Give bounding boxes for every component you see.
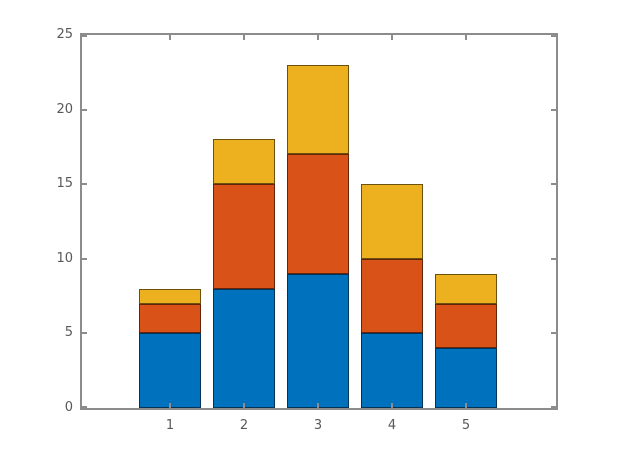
bar-5-middle-segment [435,303,497,349]
bar-1-bottom-segment [139,333,201,408]
bar-2-middle-segment [213,184,275,289]
bar-3-bottom-segment [287,273,349,408]
bar-2-bottom-segment [213,288,275,408]
y-tick-left [82,35,87,37]
x-tick-bottom [391,403,393,408]
y-tick-label: 5 [64,325,73,341]
y-tick-right [551,406,556,408]
y-tick-right [551,108,556,111]
bar-3-top-segment [287,64,349,155]
x-tick-label: 2 [239,418,249,433]
bar-1-middle-segment [139,303,201,334]
x-tick-label: 4 [387,418,397,433]
y-tick-label: 20 [56,101,73,117]
y-tick-left [82,332,87,335]
bar-5-top-segment [435,273,497,304]
bar-5-bottom-segment [435,348,497,408]
x-tick-top [169,35,171,40]
x-tick-label: 1 [165,418,175,433]
y-tick-left [82,406,87,408]
y-tick-right [551,257,556,260]
y-tick-left [82,108,87,111]
x-tick-label: 5 [461,418,471,433]
x-tick-top [391,35,393,40]
x-tick-top [465,35,467,40]
x-tick-top [243,35,245,40]
bar-1-top-segment [139,288,201,304]
bar-4-top-segment [361,184,423,259]
y-tick-left [82,183,87,186]
plot-area [80,33,558,410]
bar-3-middle-segment [287,154,349,274]
y-tick-label: 0 [64,400,73,415]
x-tick-top [317,35,319,40]
y-tick-right [551,35,556,37]
y-tick-left [82,257,87,260]
x-tick-bottom [465,403,467,408]
x-tick-bottom [243,403,245,408]
bar-2-top-segment [213,139,275,185]
y-tick-right [551,183,556,186]
bar-4-bottom-segment [361,333,423,408]
y-tick-label: 15 [56,176,73,192]
y-tick-right [551,332,556,335]
x-tick-label: 3 [313,418,323,433]
x-tick-bottom [317,403,319,408]
bar-4-middle-segment [361,258,423,334]
x-tick-bottom [169,403,171,408]
y-tick-label: 10 [56,250,73,266]
y-tick-label: 25 [56,27,73,42]
